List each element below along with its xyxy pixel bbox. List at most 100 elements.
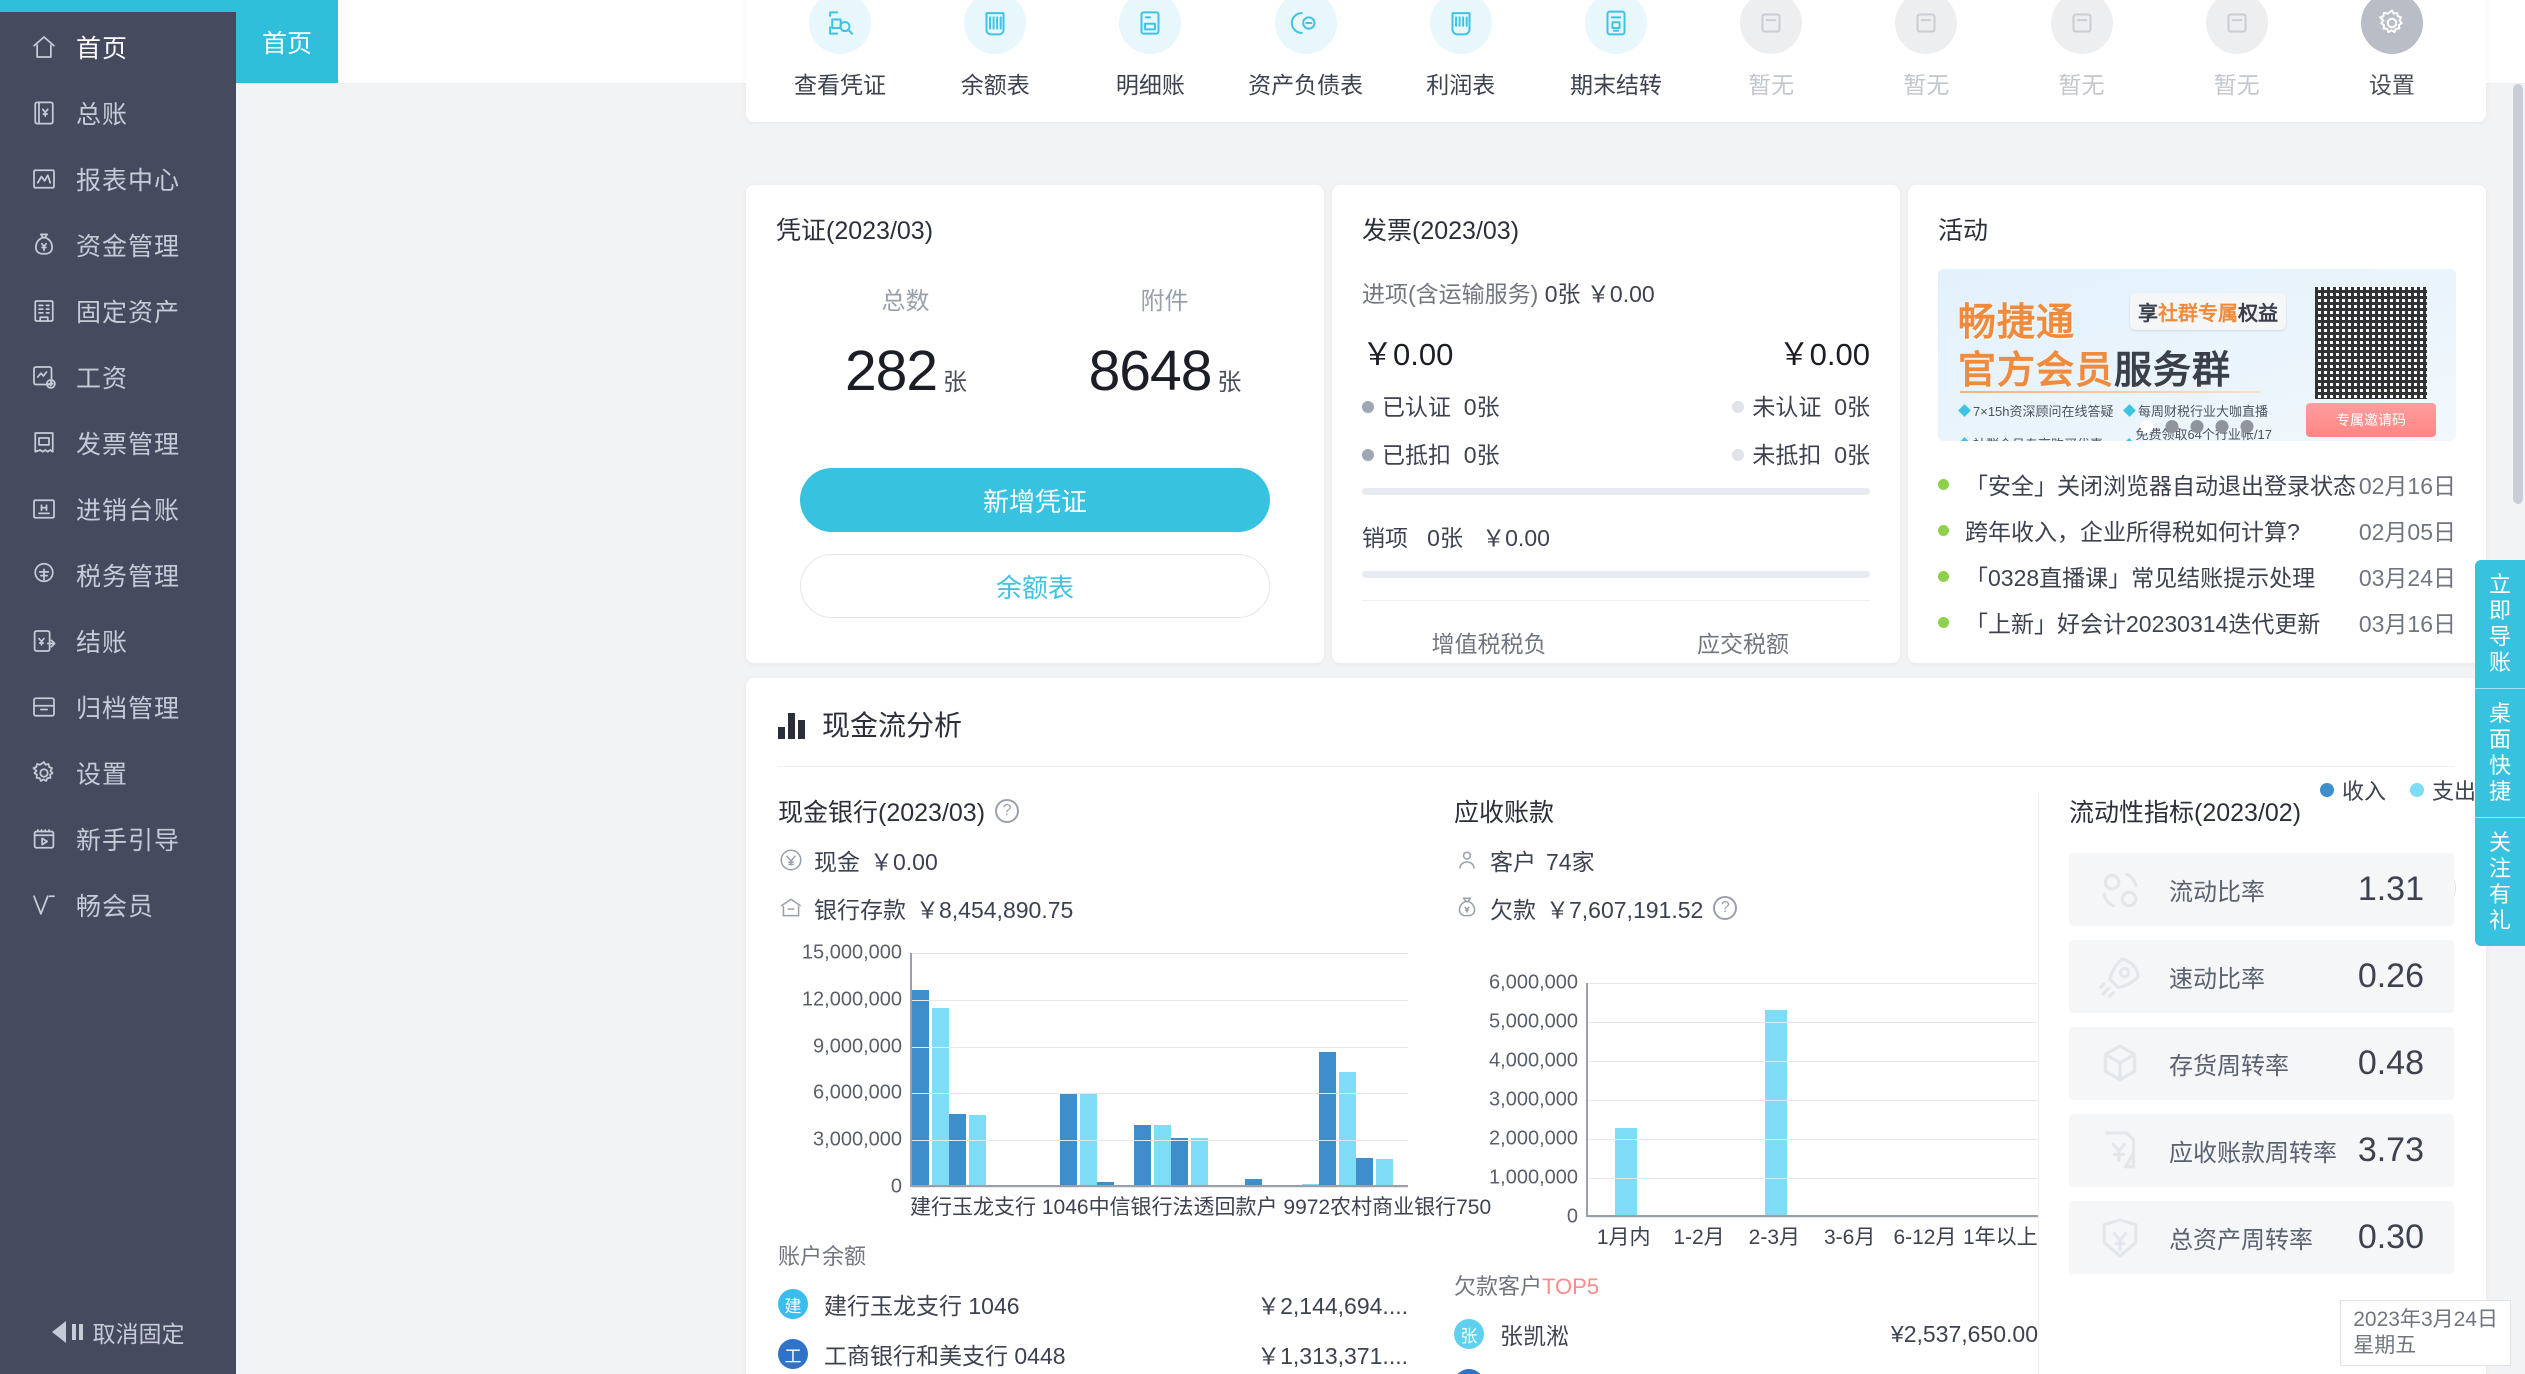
- account-row-1[interactable]: 工工商银行和美支行 0448 ￥1,313,371....: [778, 1337, 1408, 1371]
- debtor-amount: ¥959,192.87: [1910, 1371, 2038, 1374]
- sidebar-item-label: 工资: [76, 365, 129, 393]
- receivable-bar-group-2[interactable]: [1738, 983, 1813, 1217]
- sidebar-item-13[interactable]: 畅会员: [0, 872, 236, 938]
- liquidity-title: 流动性指标(2023/02): [2069, 799, 2302, 827]
- tab-home[interactable]: 首页: [236, 0, 339, 83]
- news-date: 02月16日: [2358, 473, 2456, 499]
- cash-bar-group-8[interactable]: [1208, 953, 1245, 1187]
- debt-help-icon[interactable]: ?: [1713, 896, 1738, 920]
- rail-button-2[interactable]: 关注有礼: [2488, 830, 2511, 933]
- sidebar-item-3[interactable]: 资金管理: [0, 212, 236, 278]
- cash-bar-group-4[interactable]: [1060, 953, 1097, 1187]
- voucher-attachment-value: 8648 张: [1088, 339, 1242, 403]
- cash-bank-help-icon[interactable]: ?: [995, 799, 1020, 823]
- building-icon: [26, 293, 62, 329]
- invoice-certified: 已认证 0张: [1362, 388, 1500, 422]
- gridline: [912, 1093, 1408, 1095]
- cash-chart-x-labels: 建行玉龙支行 1046 中信银行法透回款户 9972 农村商业银行750: [910, 1191, 1491, 1221]
- archive-icon: [26, 689, 62, 725]
- sidebar-item-2[interactable]: 报表中心: [0, 146, 236, 212]
- cash-bar-group-0[interactable]: [912, 953, 949, 1187]
- cash-bar-group-7[interactable]: [1171, 953, 1208, 1187]
- voucher-total-stat: 总数 282 张: [776, 281, 1035, 404]
- gridline: [1588, 983, 2038, 984]
- news-date: 02月05日: [2358, 519, 2456, 545]
- cash-bar-group-3[interactable]: [1023, 953, 1060, 1187]
- rail-button-0[interactable]: 立即导账: [2475, 560, 2525, 689]
- news-bullet-icon: [1938, 524, 1949, 536]
- rail-button-1[interactable]: 桌面快捷: [2475, 689, 2525, 818]
- banner-dot-3[interactable]: [2215, 420, 2229, 433]
- cash-bar-group-5[interactable]: [1097, 953, 1134, 1187]
- quick-action-0[interactable]: 查看凭证: [774, 0, 906, 100]
- gridline: [1588, 1138, 2038, 1140]
- liquidity-row-3[interactable]: 应收账款周转率 3.73: [2069, 1114, 2454, 1187]
- balance-sheet-button[interactable]: 余额表: [800, 554, 1270, 618]
- legend-item-1[interactable]: 支出: [2409, 774, 2476, 806]
- quick-action-4[interactable]: 利润表: [1395, 0, 1527, 100]
- liquidity-row-2[interactable]: 存货周转率 0.48: [2069, 1027, 2454, 1100]
- quick-action-10[interactable]: 设置: [2326, 0, 2458, 100]
- legend-item-0[interactable]: 收入: [2319, 774, 2386, 806]
- quick-action-5[interactable]: 期末结转: [1550, 0, 1682, 100]
- banner-dot-4[interactable]: [2240, 420, 2254, 433]
- deducted-dot-icon: [1362, 449, 1374, 461]
- sidebar-item-7[interactable]: 进销台账: [0, 476, 236, 542]
- liquidity-row-0[interactable]: 流动比率 1.31: [2069, 853, 2454, 926]
- cash-bar-group-6[interactable]: [1134, 953, 1171, 1187]
- sidebar-collapse-button[interactable]: 取消固定: [0, 1290, 236, 1374]
- add-voucher-button[interactable]: 新增凭证: [800, 468, 1270, 532]
- sidebar-item-5[interactable]: 工资: [0, 344, 236, 410]
- voucher-card-title: 凭证(2023/03): [776, 217, 934, 245]
- expense-bar: [1376, 1158, 1393, 1187]
- promo-banner[interactable]: 畅捷通 享社群专属权益 官方会员服务群 7×15h资深顾问在线答疑 每周财税行业大…: [1938, 269, 2456, 441]
- sidebar-item-1[interactable]: 总账: [0, 80, 236, 146]
- cash-bar-group-10[interactable]: [1282, 953, 1319, 1187]
- sidebar-item-11[interactable]: 设置: [0, 740, 236, 806]
- receivable-chart-x-labels: 1月内 1-2月 2-3月 3-6月 6-12月 1年以上: [1586, 1221, 2038, 1251]
- detail-ledger-icon: [1119, 0, 1182, 54]
- activity-card: 活动 畅捷通 享社群专属权益 官方会员服务群 7×15h资深顾问在线答疑 每周财税…: [1908, 185, 2486, 663]
- vertical-scrollbar[interactable]: [2513, 84, 2523, 504]
- legend-label: 收入: [2341, 779, 2386, 804]
- top-debtor-row-0[interactable]: 张张凯淞 ¥2,537,650.00: [1454, 1317, 2038, 1351]
- receivable-bar-group-0[interactable]: [1588, 983, 1663, 1217]
- activity-news-item-2[interactable]: 「0328直播课」常见结账提示处理 03月24日: [1938, 553, 2456, 599]
- activity-news-item-0[interactable]: 「安全」关闭浏览器自动退出登录状态 02月16日: [1938, 461, 2456, 507]
- quick-action-2[interactable]: 明细账: [1084, 0, 1216, 100]
- gridline: [912, 953, 1408, 954]
- cash-bar-group-11[interactable]: [1319, 953, 1356, 1187]
- cash-bar-group-2[interactable]: [986, 953, 1023, 1187]
- promo-chip: 享社群专属权益: [2130, 293, 2286, 330]
- sidebar-item-9[interactable]: 结账: [0, 608, 236, 674]
- top-debtor-row-1[interactable]: 白 白杨¥959,192.87: [1454, 1367, 2038, 1374]
- sidebar-item-0[interactable]: 首页: [0, 14, 236, 80]
- cash-bar-group-12[interactable]: [1356, 953, 1393, 1187]
- sidebar-item-6[interactable]: 发票管理: [0, 410, 236, 476]
- cash-bar-group-1[interactable]: [949, 953, 986, 1187]
- cash-label: 现金: [814, 849, 860, 875]
- banner-dots[interactable]: [2140, 420, 2254, 433]
- cash-bar-group-13[interactable]: [1393, 953, 1430, 1187]
- customer-avatar: 张: [1454, 1319, 1484, 1349]
- cash-bar-group-9[interactable]: [1245, 953, 1282, 1187]
- banner-dot-0[interactable]: [2140, 420, 2154, 433]
- purchase-sales-icon: [26, 491, 62, 527]
- liquidity-row-4[interactable]: 总资产周转率 0.30: [2069, 1201, 2454, 1274]
- sidebar-item-8[interactable]: 税务管理: [0, 542, 236, 608]
- sidebar-item-12[interactable]: 新手引导: [0, 806, 236, 872]
- quick-action-1[interactable]: 余额表: [929, 0, 1061, 100]
- sidebar-item-10[interactable]: 归档管理: [0, 674, 236, 740]
- account-row-0[interactable]: 建建行玉龙支行 1046 ￥2,144,694....: [778, 1287, 1408, 1321]
- quick-action-label: 期末结转: [1569, 72, 1662, 98]
- quick-action-3[interactable]: 资产负债表: [1240, 0, 1372, 100]
- banner-dot-1[interactable]: [2165, 420, 2179, 433]
- cash-bank-column: 现金银行(2023/03) ? 现金 ￥0.00: [778, 779, 2476, 1374]
- activity-news-item-3[interactable]: 「上新」好会计20230314迭代更新 03月16日: [1938, 599, 2456, 645]
- sidebar-item-4[interactable]: 固定资产: [0, 278, 236, 344]
- banner-dot-2[interactable]: [2190, 420, 2204, 433]
- activity-news-item-1[interactable]: 跨年收入，企业所得税如何计算? 02月05日: [1938, 507, 2456, 553]
- invoice-output-amount: ￥0.00: [1482, 525, 1550, 551]
- liquidity-row-1[interactable]: 速动比率 0.26: [2069, 940, 2454, 1013]
- cash-row: 现金 ￥0.00: [778, 843, 1408, 877]
